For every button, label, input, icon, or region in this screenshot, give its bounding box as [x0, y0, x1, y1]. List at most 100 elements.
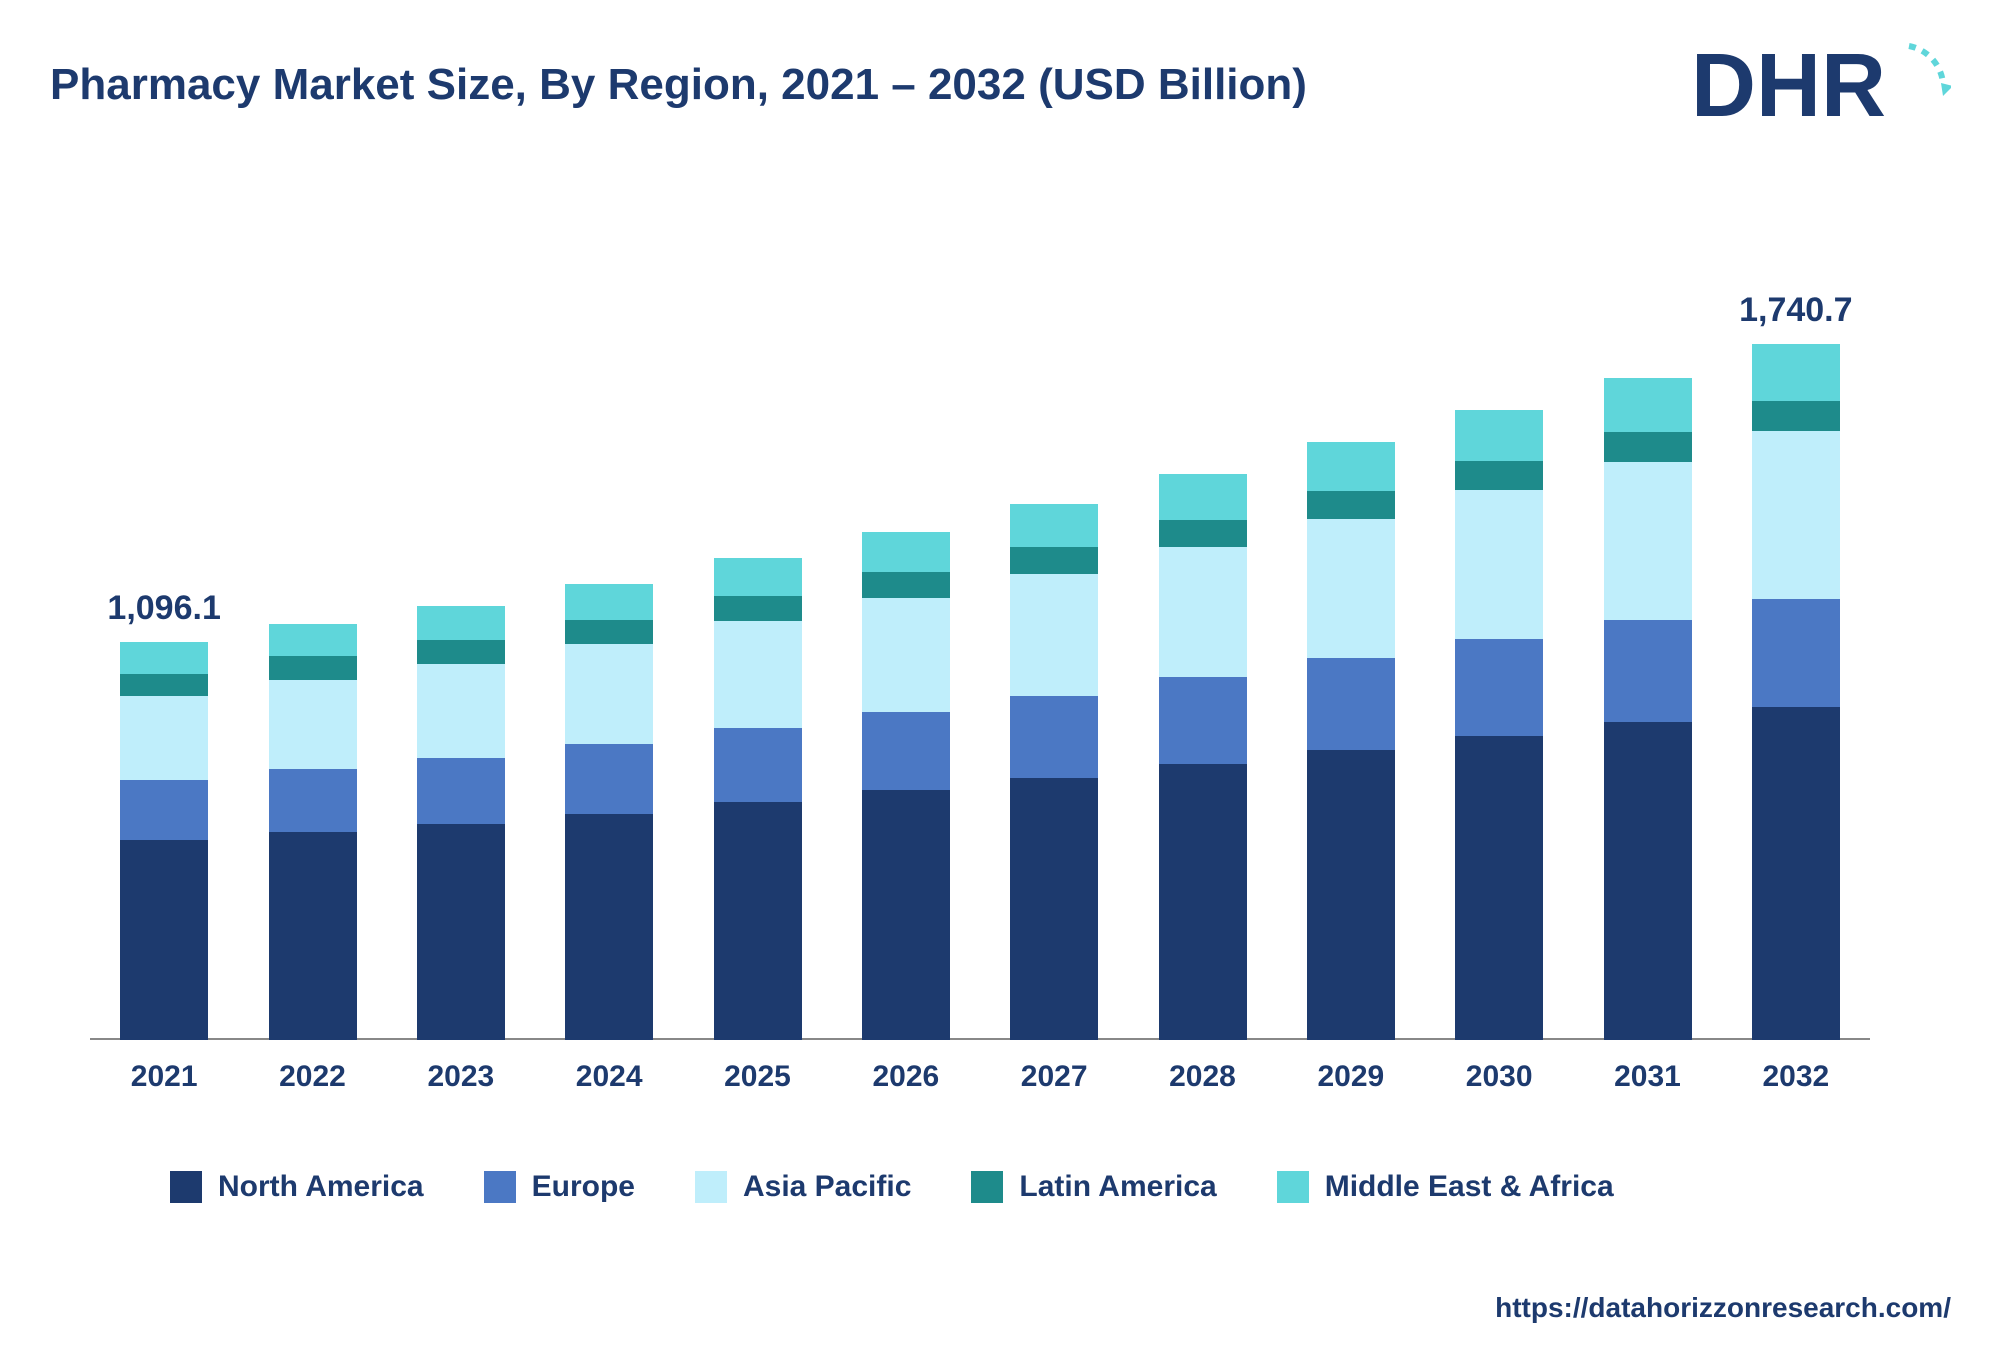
- bar-group: [1307, 442, 1395, 1040]
- bar-segment-na: [1010, 778, 1098, 1040]
- bar-segment-na: [714, 802, 802, 1040]
- x-axis-label: 2029: [1281, 1060, 1421, 1094]
- bar-segment-mea: [1159, 474, 1247, 520]
- legend-swatch-icon: [170, 1171, 202, 1203]
- bar-segment-mea: [120, 642, 208, 674]
- bar-segment-eu: [269, 769, 357, 832]
- bar-segment-na: [862, 790, 950, 1040]
- bar-segment-eu: [1604, 620, 1692, 722]
- bar-segment-eu: [565, 744, 653, 814]
- x-axis-label: 2032: [1726, 1060, 1866, 1094]
- legend-item: Middle East & Africa: [1277, 1170, 1614, 1204]
- bar-group: [862, 532, 950, 1040]
- logo-text: DHR: [1691, 36, 1886, 136]
- legend-label: Latin America: [1019, 1170, 1216, 1204]
- bar-segment-na: [1455, 736, 1543, 1040]
- logo-arrow-icon: [1941, 83, 1951, 96]
- bar-segment-eu: [1010, 696, 1098, 778]
- bar-segment-mea: [1455, 410, 1543, 461]
- bar-segment-ap: [120, 696, 208, 780]
- x-axis-label: 2022: [243, 1060, 383, 1094]
- bar-group: 1,740.7: [1752, 344, 1840, 1040]
- bar-segment-la: [1159, 520, 1247, 547]
- bar-segment-la: [1604, 432, 1692, 462]
- legend-label: North America: [218, 1170, 424, 1204]
- plot-area: 1,096.1 1,740.7: [90, 320, 1870, 1040]
- bar-group: [269, 624, 357, 1040]
- bar-segment-eu: [714, 728, 802, 802]
- bar-segment-ap: [1010, 574, 1098, 696]
- x-axis-label: 2028: [1133, 1060, 1273, 1094]
- bar-group: [1010, 504, 1098, 1040]
- legend-swatch-icon: [484, 1171, 516, 1203]
- bar-segment-mea: [269, 624, 357, 656]
- bar-segment-ap: [714, 621, 802, 728]
- x-axis-label: 2024: [539, 1060, 679, 1094]
- bar-total-label: 1,096.1: [64, 589, 264, 628]
- bar-segment-mea: [1010, 504, 1098, 547]
- bar-segment-na: [1307, 750, 1395, 1040]
- bar-group: [714, 558, 802, 1040]
- bar-segment-la: [1752, 401, 1840, 431]
- legend: North America Europe Asia Pacific Latin Ame…: [170, 1170, 1614, 1204]
- bar-segment-na: [120, 840, 208, 1040]
- bar-group: 1,096.1: [120, 642, 208, 1040]
- logo: DHR: [1691, 28, 1951, 148]
- bar-segment-eu: [1455, 639, 1543, 736]
- bar-segment-mea: [1752, 344, 1840, 401]
- bar-segment-eu: [862, 712, 950, 790]
- legend-swatch-icon: [971, 1171, 1003, 1203]
- bar-segment-la: [1455, 461, 1543, 490]
- bar-segment-la: [1307, 491, 1395, 519]
- bar-segment-na: [417, 824, 505, 1040]
- bar-segment-ap: [1604, 462, 1692, 620]
- bar-segment-la: [862, 572, 950, 598]
- bar-segment-la: [1010, 547, 1098, 573]
- legend-swatch-icon: [695, 1171, 727, 1203]
- bar-segment-mea: [862, 532, 950, 572]
- x-axis-label: 2023: [391, 1060, 531, 1094]
- legend-item: Latin America: [971, 1170, 1216, 1204]
- bar-segment-ap: [1752, 431, 1840, 599]
- bar-segment-ap: [1159, 547, 1247, 677]
- bar-segment-na: [565, 814, 653, 1040]
- legend-swatch-icon: [1277, 1171, 1309, 1203]
- bar-group: [1159, 474, 1247, 1040]
- bar-segment-na: [269, 832, 357, 1040]
- attribution-link[interactable]: https://datahorizzonresearch.com/: [1495, 1292, 1951, 1324]
- legend-item: North America: [170, 1170, 424, 1204]
- bar-total-label: 1,740.7: [1696, 291, 1896, 330]
- x-axis-label: 2026: [836, 1060, 976, 1094]
- legend-label: Asia Pacific: [743, 1170, 911, 1204]
- bar-segment-la: [565, 620, 653, 644]
- bar-segment-la: [269, 656, 357, 680]
- bar-segment-mea: [714, 558, 802, 596]
- bar-segment-mea: [417, 606, 505, 640]
- x-axis-label: 2021: [94, 1060, 234, 1094]
- x-axis-label: 2027: [984, 1060, 1124, 1094]
- bar-segment-la: [417, 640, 505, 664]
- legend-item: Europe: [484, 1170, 635, 1204]
- chart-title: Pharmacy Market Size, By Region, 2021 – …: [50, 60, 1307, 110]
- bar-segment-ap: [1455, 490, 1543, 639]
- bar-segment-la: [714, 596, 802, 621]
- x-axis-label: 2031: [1578, 1060, 1718, 1094]
- logo-arc-icon: [1909, 46, 1943, 83]
- bar-segment-eu: [417, 758, 505, 824]
- bar-segment-mea: [1604, 378, 1692, 432]
- bar-group: [1455, 410, 1543, 1040]
- bar-segment-la: [120, 674, 208, 696]
- bar-group: [565, 584, 653, 1040]
- bar-group: [1604, 378, 1692, 1040]
- legend-item: Asia Pacific: [695, 1170, 911, 1204]
- bar-segment-na: [1752, 707, 1840, 1040]
- x-axis-label: 2025: [688, 1060, 828, 1094]
- bar-segment-ap: [862, 598, 950, 712]
- bar-segment-eu: [1752, 599, 1840, 707]
- bar-segment-mea: [1307, 442, 1395, 491]
- bar-segment-ap: [269, 680, 357, 769]
- bar-segment-eu: [120, 780, 208, 840]
- bar-segment-eu: [1307, 658, 1395, 750]
- legend-label: Middle East & Africa: [1325, 1170, 1614, 1204]
- bar-segment-ap: [565, 644, 653, 744]
